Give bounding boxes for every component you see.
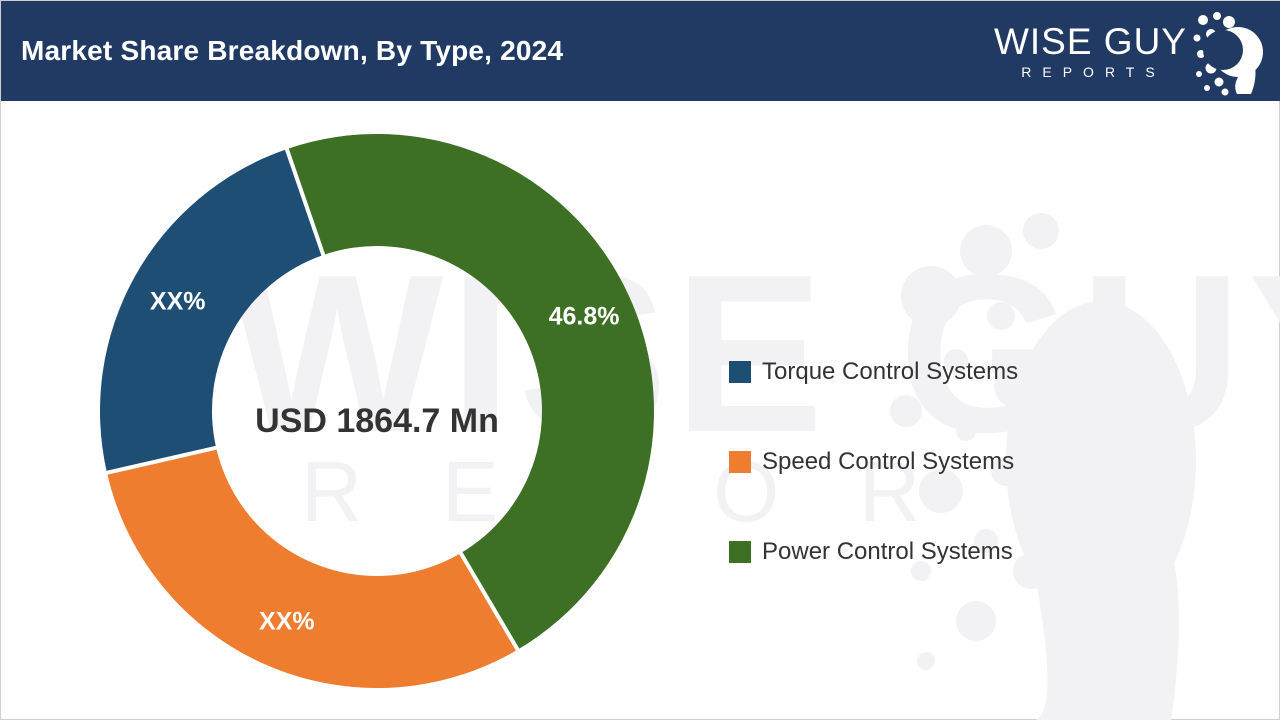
- donut-chart: 46.8% XX% XX% USD 1864.7 Mn Torque Control…: [1, 101, 1280, 720]
- donut-segment-0: [286, 133, 655, 650]
- segment-separator: [284, 146, 326, 258]
- legend-label-1: Speed Control Systems: [762, 448, 1015, 475]
- legend-item-2: Power Control Systems: [729, 538, 1018, 566]
- legend-label-2: Power Control Systems: [762, 538, 1013, 565]
- legend-item-1: Speed Control Systems: [729, 448, 1018, 476]
- legend-label-0: Torque Control Systems: [762, 358, 1019, 385]
- page-title: Market Share Breakdown, By Type, 2024: [21, 35, 564, 66]
- segment-label-0: 46.8%: [549, 303, 620, 331]
- legend-swatch-1: [729, 451, 751, 473]
- chart-legend: Torque Control Systems Speed Control Syst…: [729, 358, 1018, 566]
- legend-swatch-0: [729, 361, 751, 383]
- donut-segment-1: [106, 447, 518, 688]
- segment-label-2: XX%: [150, 287, 206, 315]
- logo-face-icon: [1193, 12, 1263, 96]
- legend-item-0: Torque Control Systems: [729, 358, 1018, 386]
- header-bar: Market Share Breakdown, By Type, 2024 WI…: [1, 1, 1280, 101]
- segment-separator: [104, 445, 219, 476]
- segment-label-1: XX%: [259, 607, 315, 635]
- chart-center-value: USD 1864.7 Mn: [255, 401, 499, 440]
- logo-face-cut: [1203, 30, 1243, 70]
- wise-guy-logo: WISE GUY REPORTS: [994, 6, 1263, 96]
- segment-separator: [458, 550, 521, 653]
- logo-subtext: REPORTS: [1021, 63, 1166, 80]
- legend-swatch-2: [729, 541, 751, 563]
- logo-wordmark: WISE GUY: [993, 20, 1187, 62]
- donut-segment-2: [100, 149, 324, 473]
